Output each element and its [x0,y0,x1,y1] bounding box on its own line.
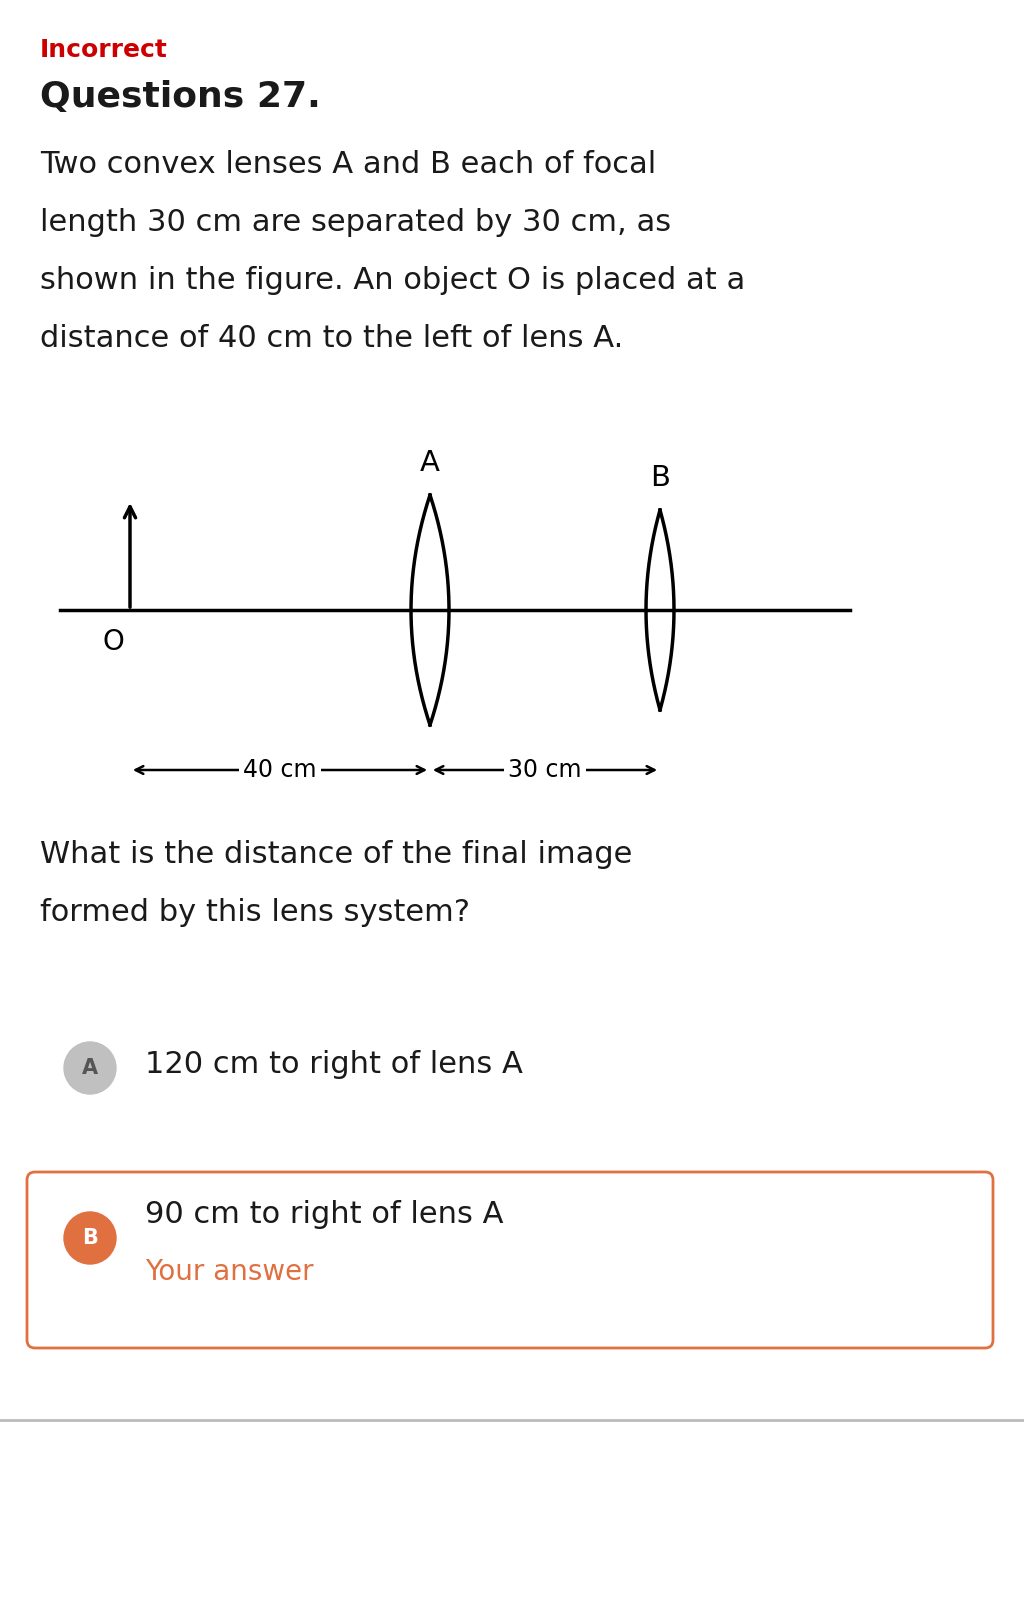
Text: B: B [650,464,670,492]
Text: B: B [82,1227,98,1248]
Circle shape [63,1213,116,1264]
Text: 120 cm to right of lens A: 120 cm to right of lens A [145,1049,523,1079]
Text: Two convex lenses A and B each of focal: Two convex lenses A and B each of focal [40,150,656,179]
Text: O: O [102,627,124,657]
Circle shape [63,1041,116,1095]
Text: What is the distance of the final image: What is the distance of the final image [40,839,633,868]
Text: shown in the figure. An object O is placed at a: shown in the figure. An object O is plac… [40,267,745,294]
FancyBboxPatch shape [27,1172,993,1349]
Text: 30 cm: 30 cm [508,758,582,783]
Text: 40 cm: 40 cm [244,758,316,783]
Text: length 30 cm are separated by 30 cm, as: length 30 cm are separated by 30 cm, as [40,209,671,238]
Text: A: A [82,1058,98,1079]
Text: 90 cm to right of lens A: 90 cm to right of lens A [145,1200,504,1229]
Text: Your answer: Your answer [145,1258,313,1286]
Text: distance of 40 cm to the left of lens A.: distance of 40 cm to the left of lens A. [40,323,624,353]
Text: Incorrect: Incorrect [40,39,168,61]
Text: Questions 27.: Questions 27. [40,79,321,115]
Text: A: A [420,450,440,477]
Text: formed by this lens system?: formed by this lens system? [40,897,470,927]
